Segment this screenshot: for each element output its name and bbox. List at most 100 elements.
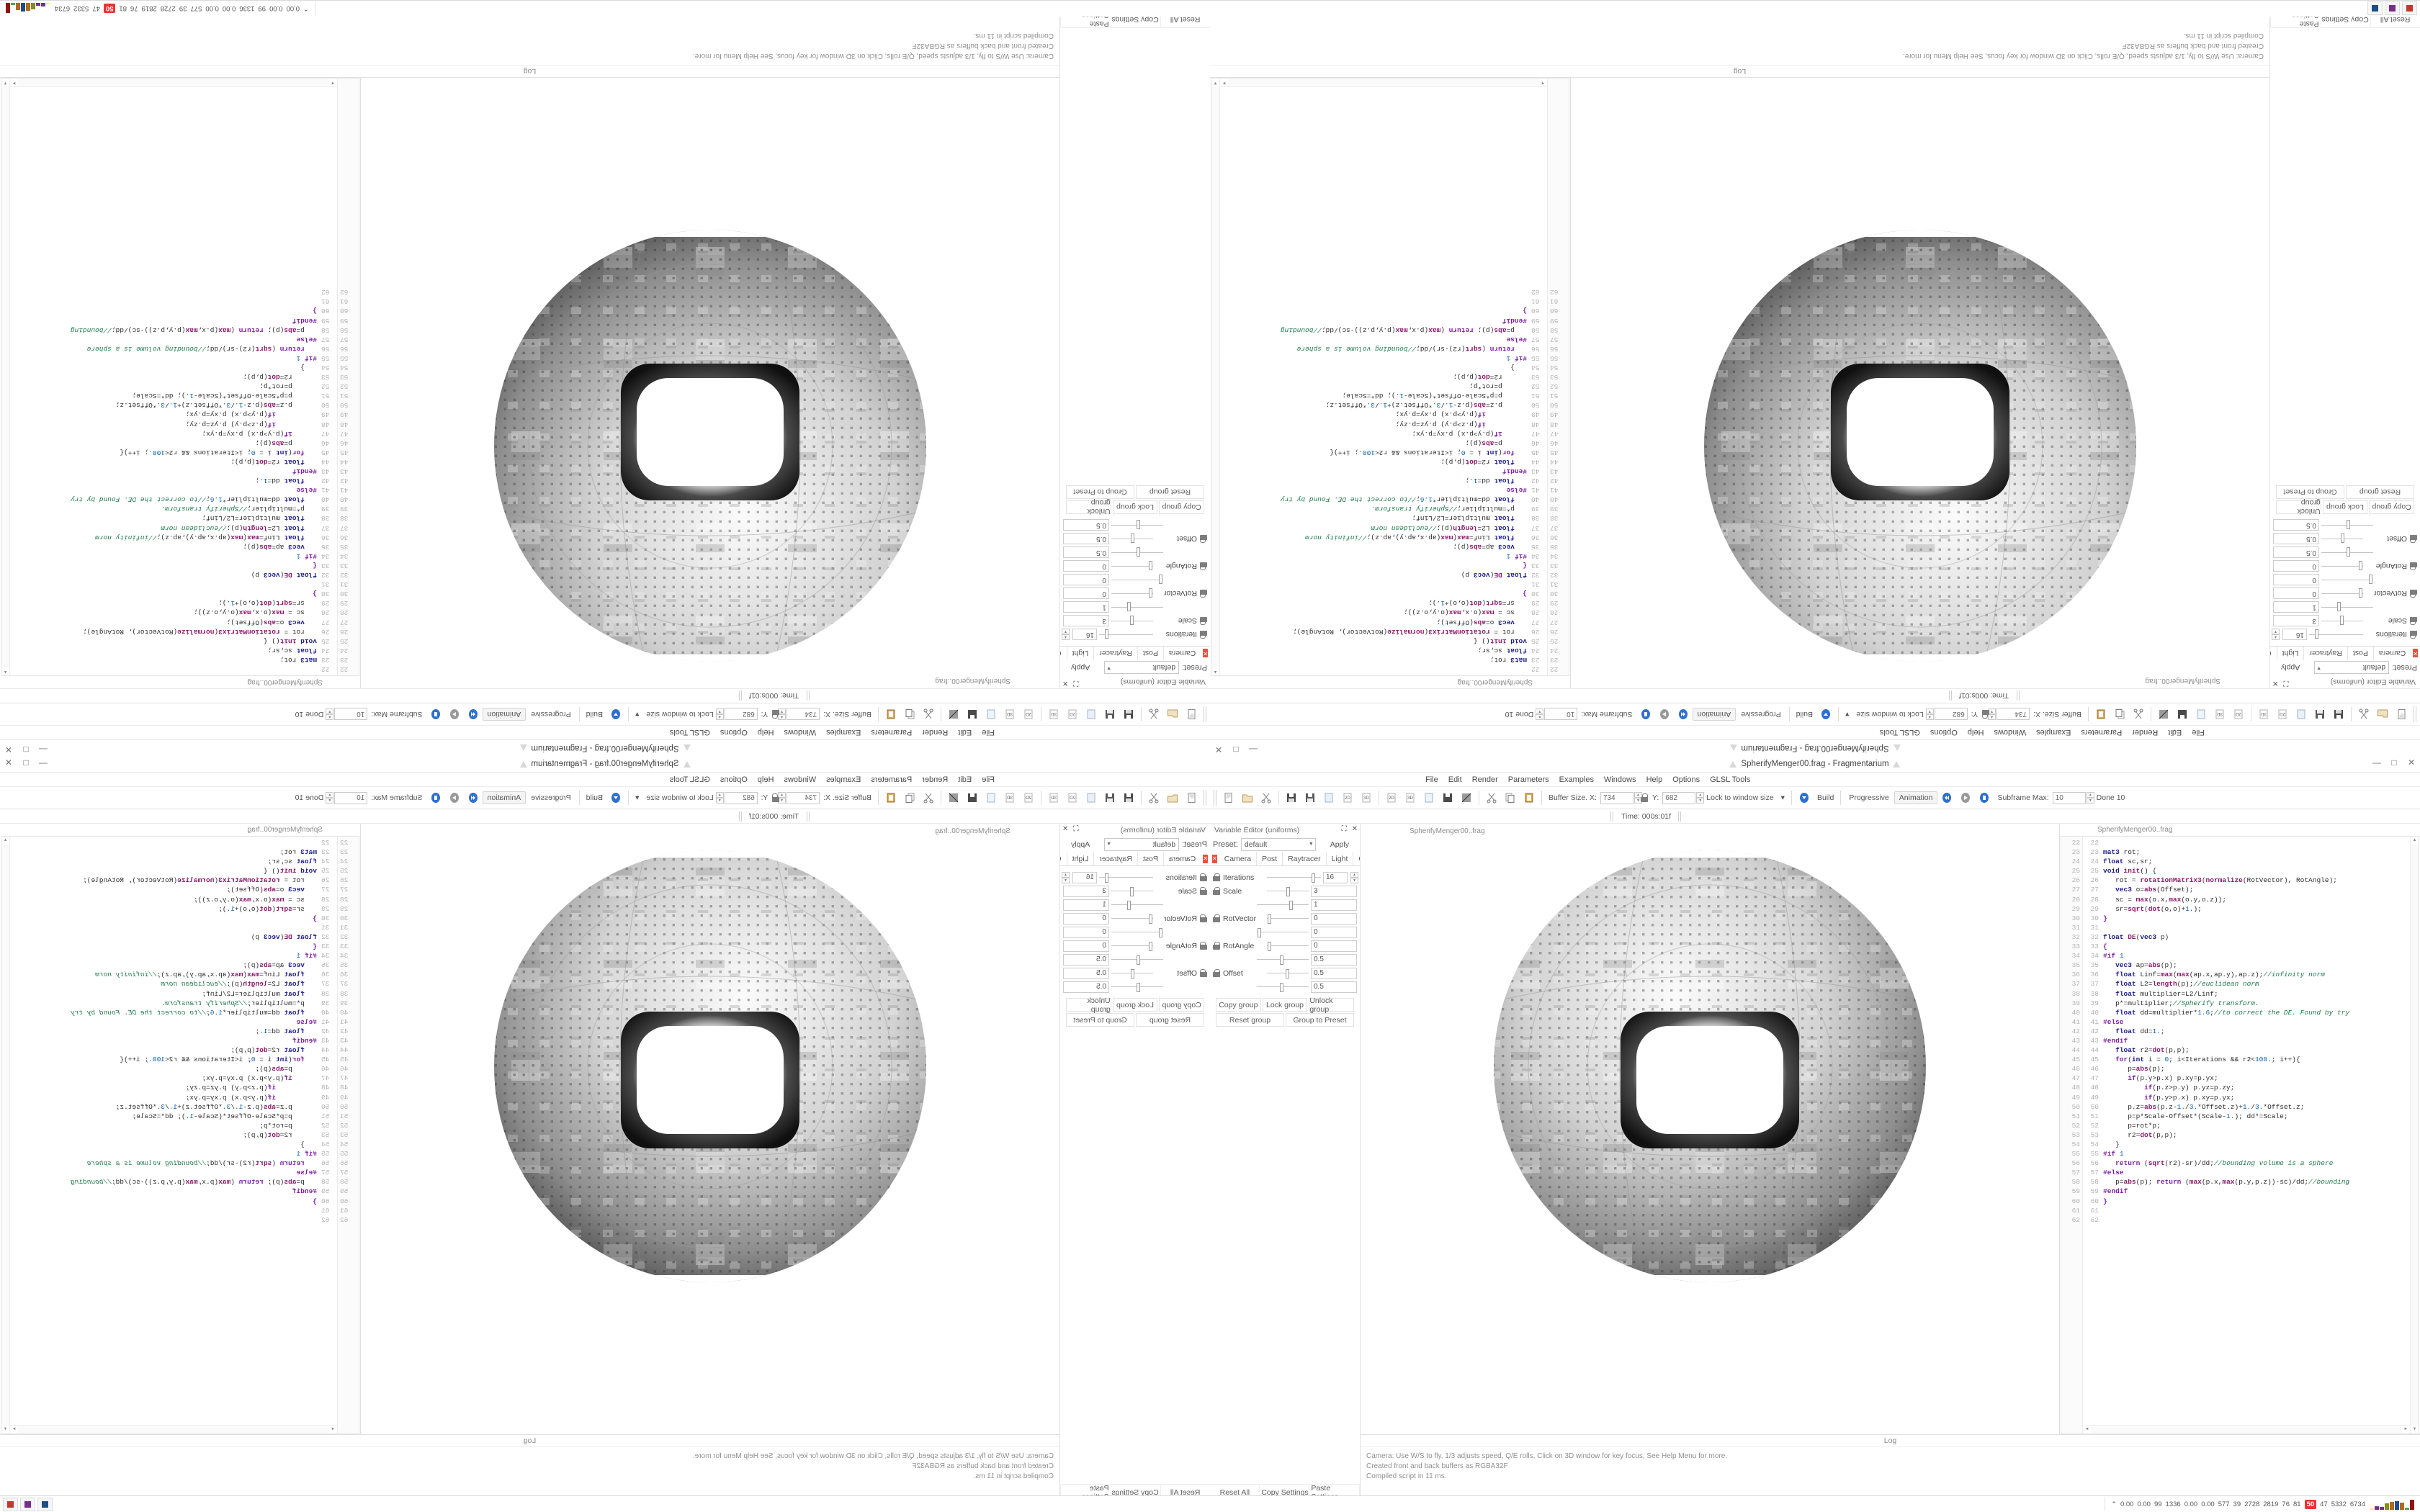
system-monitor[interactable]: ⌃ 0.00 0.00 99 1336 0.00 0.00 577 39 2728 2819 76 81… — [55, 4, 309, 14]
code-editor[interactable]: 22 23 24 25 26 27 28 29 30 31 32 33 34 3… — [1, 78, 359, 676]
taskbar-button[interactable] — [2385, 1, 2400, 16]
buffer-size-y-input[interactable]: 682 — [1662, 791, 1696, 804]
menu-item-parameters[interactable]: Parameters — [1507, 775, 1549, 784]
float-icon[interactable]: ⛶ — [1073, 825, 1079, 833]
render-3d-icon[interactable]: 3D — [2211, 706, 2228, 723]
tab-light[interactable]: Light — [1066, 647, 1094, 660]
menu-item-render[interactable]: Render — [922, 775, 949, 784]
tab-post[interactable]: Post — [2347, 647, 2373, 660]
tile-render-3d-icon[interactable]: 3D — [2255, 706, 2272, 723]
buffer-size-y-stepper[interactable]: ▲ ▼ — [1696, 792, 1705, 804]
subframe-max-input[interactable]: 10 — [2052, 791, 2086, 804]
lock-icon[interactable] — [2409, 631, 2417, 639]
uniform-value[interactable]: 0 — [1063, 588, 1109, 600]
uniform-value[interactable]: 0 — [1311, 926, 1357, 938]
uniform-slider[interactable] — [1111, 955, 1163, 965]
render-3d-icon[interactable]: 3D — [1402, 789, 1419, 806]
close-icon[interactable]: ✕ — [1203, 854, 1208, 863]
uniform-slider[interactable] — [1257, 982, 1309, 992]
menu-item-glsl-tools[interactable]: GLSL Tools — [669, 775, 710, 784]
horizontal-scrollbar[interactable]: ◄ ► — [10, 1425, 337, 1434]
menu-item-render[interactable]: Render — [2132, 728, 2159, 737]
source-code[interactable]: mat3 rot; float sc,sr; void init() { rot… — [1280, 307, 1527, 664]
uniform-slider[interactable] — [2321, 616, 2363, 626]
new-file-icon[interactable] — [1183, 789, 1200, 806]
scroll-up-icon[interactable]: ▲ — [3, 670, 8, 674]
scroll-down-icon[interactable]: ▼ — [2412, 1427, 2417, 1431]
buffer-size-x-input[interactable]: 734 — [786, 708, 820, 721]
toolbar-grip[interactable] — [738, 811, 742, 822]
play-icon[interactable] — [446, 706, 463, 723]
buffer-size-x-stepper[interactable]: ▲ ▼ — [1988, 708, 1996, 720]
menu-item-windows[interactable]: Windows — [784, 728, 817, 737]
float-icon[interactable]: ⛶ — [1341, 825, 1347, 833]
copy-group-button[interactable]: Copy group — [1159, 998, 1204, 1012]
rewind-icon[interactable] — [465, 706, 482, 723]
uniform-stepper[interactable]: ▲ ▼ — [1062, 629, 1070, 641]
cut-icon[interactable] — [2355, 706, 2372, 723]
uniform-value[interactable]: 0.5 — [1063, 953, 1109, 966]
lock-group-button[interactable]: Lock group — [1112, 998, 1158, 1012]
menu-item-render[interactable]: Render — [1471, 775, 1498, 784]
close-icon[interactable]: ✕ — [2413, 649, 2418, 658]
tile-render-2d-icon[interactable]: 2D — [1339, 789, 1356, 806]
menu-item-help[interactable]: Help — [757, 775, 774, 784]
export-icon[interactable] — [1420, 789, 1438, 806]
apply-button[interactable]: Apply — [2281, 663, 2300, 672]
tab-coloring[interactable]: Coloring — [1060, 647, 1067, 660]
vertical-scrollbar[interactable]: ▲ ▼ — [1211, 78, 1220, 675]
animation-button[interactable]: Animation — [1894, 791, 1938, 804]
menu-item-glsl-tools[interactable]: GLSL Tools — [669, 728, 710, 737]
stop-icon[interactable] — [427, 706, 444, 723]
lock-icon[interactable] — [1199, 535, 1207, 544]
uniform-slider[interactable] — [2321, 602, 2373, 612]
uniform-slider[interactable] — [1267, 886, 1309, 896]
subframe-max-stepper[interactable]: ▲ ▼ — [2086, 792, 2094, 804]
system-monitor[interactable]: ⌃ 0.00 0.00 99 1336 0.00 0.00 577 39 2728 2819 76 81… — [2111, 1499, 2365, 1509]
save-image-icon[interactable] — [2330, 706, 2347, 723]
menu-item-examples[interactable]: Examples — [2036, 728, 2071, 737]
unlock-group-button[interactable]: Unlock group — [2275, 499, 2321, 516]
uniform-value[interactable]: 0 — [1063, 940, 1109, 952]
open-file-icon[interactable] — [1164, 789, 1181, 806]
minimize-icon[interactable]: — — [39, 744, 48, 755]
close-icon[interactable]: ✕ — [1214, 744, 1223, 755]
uniform-slider[interactable] — [1111, 520, 1163, 530]
new-file-icon[interactable] — [1220, 789, 1237, 806]
progressive-button[interactable]: Progressive — [531, 793, 571, 802]
lock-icon[interactable] — [1213, 968, 1221, 978]
render-2d-icon[interactable]: 2D — [1020, 706, 1037, 723]
scroll-down-icon[interactable]: ▼ — [1213, 81, 1218, 85]
minimize-icon[interactable]: — — [1249, 744, 1258, 755]
vertical-scrollbar[interactable]: ▲ ▼ — [1, 837, 10, 1434]
tab-light[interactable]: Light — [2276, 647, 2304, 660]
play-icon[interactable] — [446, 789, 463, 806]
uniform-slider[interactable] — [1111, 914, 1153, 924]
uniform-value[interactable]: 3 — [1311, 885, 1357, 897]
preset-select[interactable]: default ▼ — [2314, 661, 2390, 675]
buffer-size-y-input[interactable]: 682 — [1934, 708, 1968, 721]
menu-item-options[interactable]: Options — [1672, 775, 1700, 784]
menu-item-parameters[interactable]: Parameters — [871, 728, 913, 737]
chevron-down-icon[interactable]: ▾ — [1780, 793, 1785, 802]
uniform-slider[interactable] — [1111, 602, 1163, 612]
source-code[interactable]: mat3 rot; float sc,sr; void init() { rot… — [2103, 848, 2350, 1205]
stop-icon[interactable] — [1976, 789, 1993, 806]
uniform-value[interactable]: 0.5 — [2273, 519, 2319, 531]
source-code[interactable]: mat3 rot; float sc,sr; void init() { rot… — [70, 307, 317, 664]
buffer-size-y-input[interactable]: 682 — [724, 791, 758, 804]
apply-button[interactable]: Apply — [1071, 840, 1090, 849]
uniform-value[interactable]: 1 — [1311, 899, 1357, 911]
buffer-size-y-stepper[interactable]: ▲ ▼ — [1925, 708, 1934, 720]
menu-item-examples[interactable]: Examples — [826, 775, 861, 784]
buffer-size-x-stepper[interactable]: ▲ ▼ — [1634, 792, 1642, 804]
lock-icon[interactable] — [1213, 941, 1221, 950]
uniform-slider[interactable] — [2321, 520, 2373, 530]
save-image-icon[interactable] — [1120, 706, 1137, 723]
menu-item-parameters[interactable]: Parameters — [871, 775, 913, 784]
menu-item-examples[interactable]: Examples — [1559, 775, 1594, 784]
tab-coloring[interactable]: Coloring — [1353, 852, 1360, 865]
tab-camera[interactable]: Camera — [1162, 852, 1201, 865]
uniform-slider[interactable] — [2321, 575, 2373, 585]
save-image-as-icon[interactable] — [1101, 789, 1119, 806]
